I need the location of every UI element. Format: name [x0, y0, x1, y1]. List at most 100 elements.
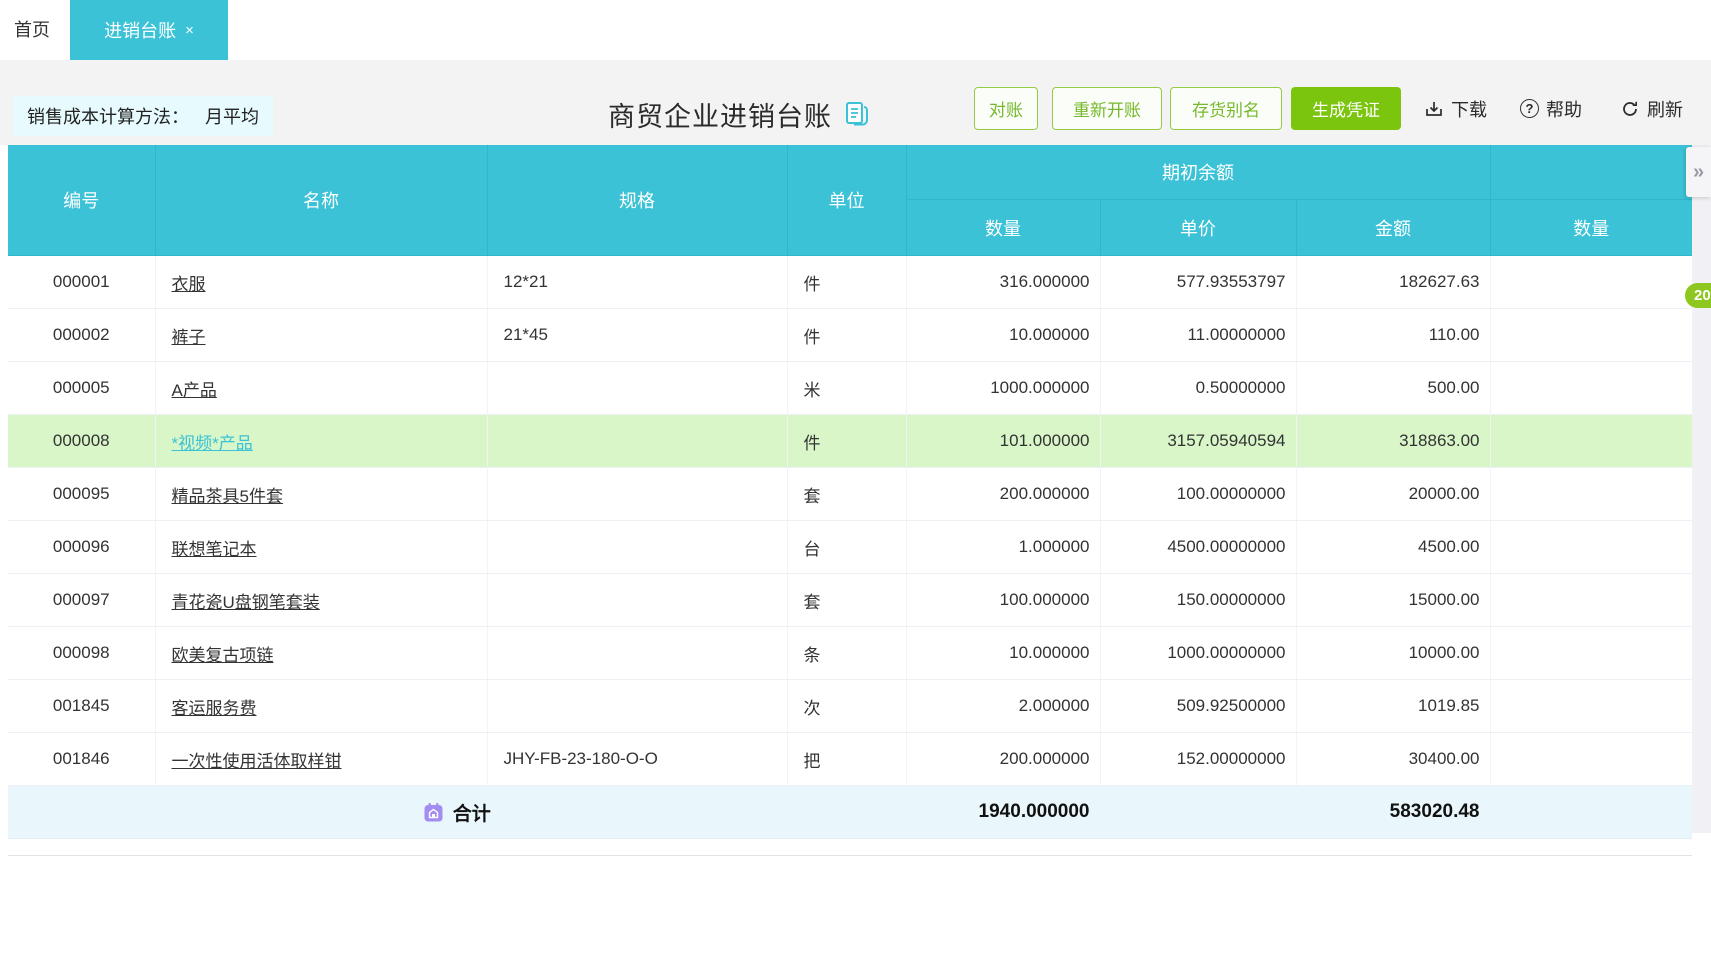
- period-qty: [1490, 626, 1692, 680]
- opening-price: 3157.05940594: [1100, 414, 1297, 468]
- opening-price: 152.00000000: [1100, 732, 1297, 786]
- tab-close-icon[interactable]: ×: [185, 21, 194, 39]
- col-header-opening-price[interactable]: 单价: [1100, 199, 1297, 256]
- period-qty: [1490, 361, 1692, 415]
- table-row: 000002 裤子 21*45 件 10.000000 11.00000000 …: [8, 308, 1692, 362]
- opening-qty: 10.000000: [906, 626, 1101, 680]
- item-spec: [487, 626, 788, 680]
- calculator-icon: [424, 802, 443, 821]
- opening-qty: 2.000000: [906, 679, 1101, 733]
- opening-amount: 30400.00: [1296, 732, 1491, 786]
- period-qty: [1490, 467, 1692, 521]
- opening-price: 1000.00000000: [1100, 626, 1297, 680]
- opening-price: 4500.00000000: [1100, 520, 1297, 574]
- expand-panel-button[interactable]: »: [1686, 147, 1711, 197]
- item-spec: 12*21: [487, 255, 788, 309]
- opening-qty: 1.000000: [906, 520, 1101, 574]
- period-qty: [1490, 414, 1692, 468]
- item-spec: [487, 573, 788, 627]
- total-amount: 583020.48: [1296, 785, 1491, 839]
- table-bottom-divider: [8, 855, 1692, 856]
- item-name-link[interactable]: *视频*产品: [171, 433, 253, 453]
- item-spec: [487, 467, 788, 521]
- item-name-link[interactable]: 联想笔记本: [171, 539, 257, 559]
- table-row: 000005 A产品 米 1000.000000 0.50000000 500.…: [8, 361, 1692, 415]
- generate-voucher-button[interactable]: 生成凭证: [1291, 87, 1401, 130]
- total-label-cell: 合计: [8, 785, 907, 839]
- col-header-period-qty[interactable]: 数量: [1490, 199, 1692, 256]
- opening-amount: 15000.00: [1296, 573, 1491, 627]
- item-name-link[interactable]: 裤子: [171, 327, 206, 347]
- table-row: 000098 欧美复古项链 条 10.000000 1000.00000000 …: [8, 626, 1692, 680]
- item-code: 000098: [8, 626, 156, 680]
- col-group-opening-balance: 期初余额: [906, 145, 1491, 200]
- item-code: 000005: [8, 361, 156, 415]
- total-period-qty-empty: [1490, 785, 1692, 839]
- help-button[interactable]: ? 帮助: [1520, 87, 1582, 130]
- period-qty: [1490, 255, 1692, 309]
- badge-count: 20: [1694, 287, 1711, 304]
- item-unit: 件: [787, 255, 907, 309]
- download-label: 下载: [1451, 99, 1487, 120]
- opening-price: 577.93553797: [1100, 255, 1297, 309]
- total-price-empty: [1100, 785, 1297, 839]
- item-name-link[interactable]: 客运服务费: [171, 698, 257, 718]
- item-code: 001845: [8, 679, 156, 733]
- item-name-link[interactable]: 一次性使用活体取样钳: [171, 751, 342, 771]
- item-code: 000002: [8, 308, 156, 362]
- opening-amount: 20000.00: [1296, 467, 1491, 521]
- item-unit: 次: [787, 679, 907, 733]
- total-qty: 1940.000000: [906, 785, 1101, 839]
- table-row: 001846 一次性使用活体取样钳 JHY-FB-23-180-O-O 把 20…: [8, 732, 1692, 786]
- opening-amount: 500.00: [1296, 361, 1491, 415]
- item-name-link[interactable]: 欧美复古项链: [171, 645, 274, 665]
- period-qty: [1490, 308, 1692, 362]
- opening-price: 11.00000000: [1100, 308, 1297, 362]
- page-title-text: 商贸企业进销台账: [608, 101, 832, 132]
- download-button[interactable]: 下载: [1424, 87, 1487, 130]
- col-header-spec[interactable]: 规格: [487, 145, 788, 256]
- opening-qty: 101.000000: [906, 414, 1101, 468]
- item-name-link[interactable]: A产品: [171, 380, 217, 400]
- item-spec: 21*45: [487, 308, 788, 362]
- col-header-id[interactable]: 编号: [8, 145, 156, 256]
- item-spec: [487, 414, 788, 468]
- inventory-alias-button[interactable]: 存货别名: [1170, 87, 1282, 130]
- opening-amount: 10000.00: [1296, 626, 1491, 680]
- table-row: 000097 青花瓷U盘钢笔套装 套 100.000000 150.000000…: [8, 573, 1692, 627]
- page-title: 商贸企业进销台账: [540, 92, 940, 136]
- item-name-link[interactable]: 精品茶具5件套: [171, 486, 283, 506]
- table-row: 000096 联想笔记本 台 1.000000 4500.00000000 45…: [8, 520, 1692, 574]
- item-unit: 米: [787, 361, 907, 415]
- tab-home[interactable]: 首页: [14, 20, 50, 40]
- item-unit: 套: [787, 573, 907, 627]
- table-row: 000001 衣服 12*21 件 316.000000 577.9355379…: [8, 255, 1692, 309]
- col-header-opening-amount[interactable]: 金额: [1296, 199, 1491, 256]
- col-group-next: [1490, 145, 1692, 200]
- cost-method-caption: 销售成本计算方法：: [27, 107, 189, 127]
- item-unit: 件: [787, 414, 907, 468]
- col-header-unit[interactable]: 单位: [787, 145, 907, 256]
- tab-purchase-sales-ledger[interactable]: 进销台账 ×: [70, 0, 228, 60]
- reopen-account-button[interactable]: 重新开账: [1052, 87, 1162, 130]
- opening-qty: 1000.000000: [906, 361, 1101, 415]
- col-header-opening-qty[interactable]: 数量: [906, 199, 1101, 256]
- notification-badge[interactable]: 20: [1685, 283, 1711, 308]
- refresh-icon: [1623, 101, 1637, 116]
- opening-qty: 100.000000: [906, 573, 1101, 627]
- opening-amount: 318863.00: [1296, 414, 1491, 468]
- item-unit: 把: [787, 732, 907, 786]
- opening-price: 0.50000000: [1100, 361, 1297, 415]
- vertical-scrollbar[interactable]: [1692, 145, 1711, 833]
- opening-qty: 316.000000: [906, 255, 1101, 309]
- opening-amount: 182627.63: [1296, 255, 1491, 309]
- item-code: 001846: [8, 732, 156, 786]
- reconcile-button[interactable]: 对账: [974, 87, 1038, 130]
- item-name-link[interactable]: 衣服: [171, 274, 206, 294]
- download-icon: [1426, 101, 1442, 116]
- refresh-button[interactable]: 刷新: [1620, 87, 1683, 130]
- col-header-name[interactable]: 名称: [155, 145, 488, 256]
- help-icon: ?: [1520, 99, 1539, 118]
- period-qty: [1490, 679, 1692, 733]
- item-name-link[interactable]: 青花瓷U盘钢笔套装: [171, 592, 320, 612]
